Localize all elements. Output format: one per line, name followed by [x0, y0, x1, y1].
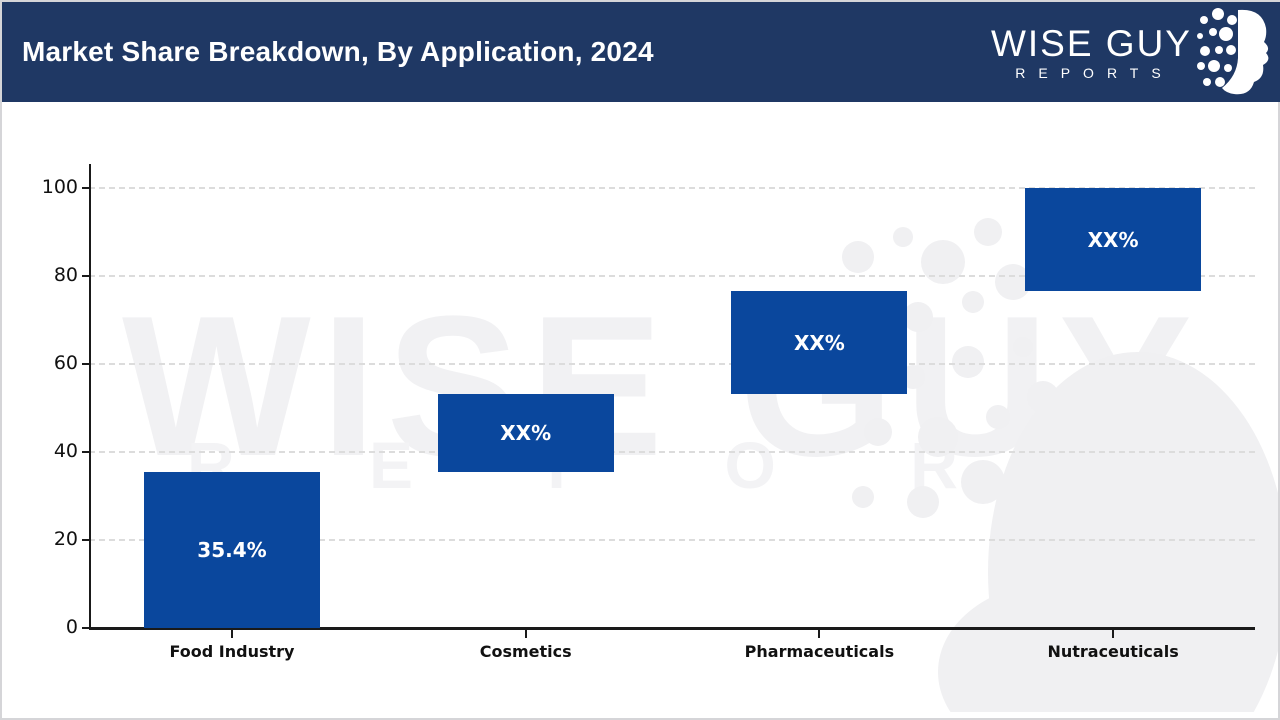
x-axis [89, 627, 1255, 630]
x-category-label-nutraceuticals: Nutraceuticals [1047, 642, 1179, 661]
bar-value-label-nutraceuticals: XX% [1087, 227, 1139, 252]
bar-value-label-cosmetics: XX% [500, 421, 552, 446]
x-tick-mark-pharmaceuticals [818, 630, 821, 638]
y-tick-label-100: 100 [41, 175, 78, 198]
x-tick-mark-food-industry [231, 630, 233, 638]
y-tick-label-60: 60 [53, 351, 78, 374]
bar-cosmetics: XX% [437, 393, 614, 473]
gridline-100 [89, 187, 1255, 189]
bar-pharmaceuticals: XX% [731, 291, 908, 394]
logo-face-icon [1197, 8, 1269, 95]
bar-nutraceuticals: XX% [1025, 188, 1202, 292]
page-title: Market Share Breakdown, By Application, … [22, 36, 654, 67]
gridline-80 [89, 275, 1255, 277]
y-tick-label-80: 80 [53, 263, 78, 286]
x-category-label-cosmetics: Cosmetics [479, 642, 572, 661]
x-category-label-food-industry: Food Industry [169, 642, 295, 661]
x-category-label-pharmaceuticals: Pharmaceuticals [744, 642, 895, 661]
gridline-40 [89, 451, 1255, 453]
y-tick-label-40: 40 [53, 439, 78, 462]
y-tick-mark-100 [82, 187, 90, 189]
gridline-60 [89, 363, 1255, 365]
y-tick-mark-0 [82, 627, 90, 629]
logo-reports-label: REPORTS [1015, 64, 1174, 81]
y-tick-label-20: 20 [53, 527, 78, 550]
gridline-20 [89, 539, 1255, 541]
bar-value-label-food-industry: 35.4% [197, 538, 267, 563]
x-tick-mark-nutraceuticals [1112, 630, 1115, 638]
y-tick-mark-40 [82, 451, 90, 453]
y-tick-mark-20 [82, 539, 90, 541]
y-tick-mark-80 [82, 275, 90, 277]
header: Market Share Breakdown, By Application, … [2, 2, 1280, 102]
y-tick-label-0: 0 [65, 615, 78, 638]
y-axis [89, 164, 91, 628]
logo: WISE GUY REPORTS [991, 6, 1280, 98]
logo-wordmark: WISE GUY [990, 22, 1192, 64]
bar-value-label-pharmaceuticals: XX% [793, 330, 845, 355]
bar-food-industry: 35.4% [144, 472, 320, 628]
y-tick-mark-60 [82, 363, 90, 365]
x-tick-mark-cosmetics [524, 630, 527, 638]
